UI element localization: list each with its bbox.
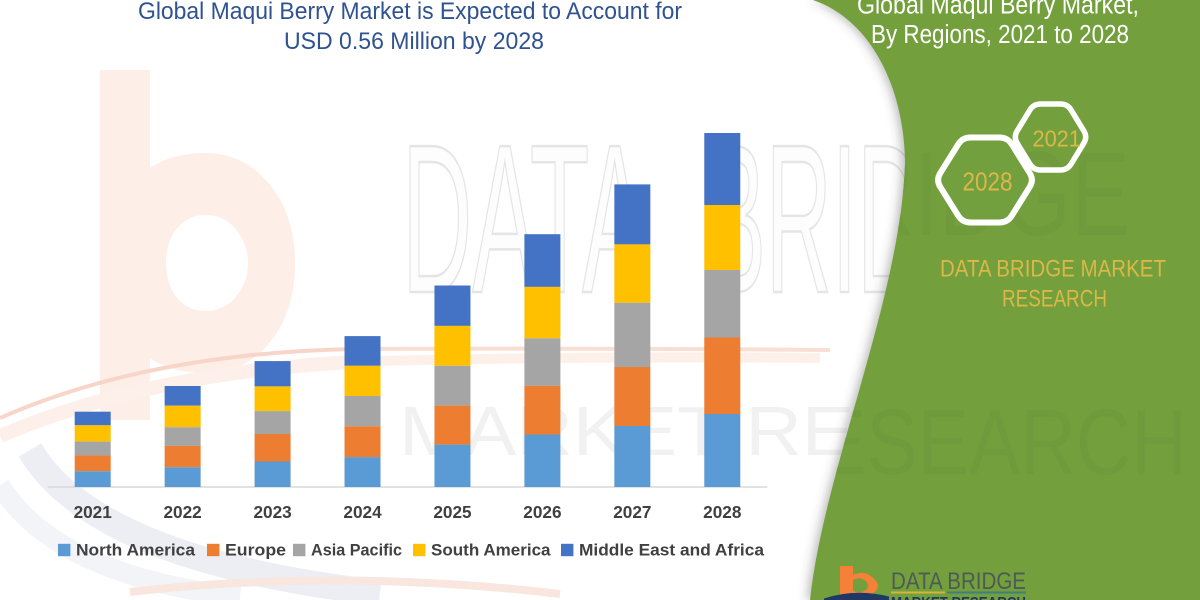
svg-text:MARKET RESEARCH: MARKET RESEARCH <box>419 390 1187 494</box>
svg-text:2027: 2027 <box>613 502 651 522</box>
svg-text:MARKET RESEARCH: MARKET RESEARCH <box>891 595 1026 600</box>
svg-text:North America: North America <box>76 541 196 560</box>
svg-text:Global Maqui Berry Market,: Global Maqui Berry Market, <box>857 0 1139 20</box>
svg-text:2028: 2028 <box>963 169 1013 197</box>
svg-text:Global Maqui Berry Market is E: Global Maqui Berry Market is Expected to… <box>138 0 682 25</box>
svg-text:DATA BRIDGE MARKET: DATA BRIDGE MARKET <box>940 256 1166 283</box>
svg-text:By Regions, 2021 to 2028: By Regions, 2021 to 2028 <box>871 21 1129 49</box>
svg-text:2021: 2021 <box>74 502 113 522</box>
svg-text:DATA: DATA <box>402 100 647 337</box>
svg-text:2025: 2025 <box>433 502 472 522</box>
svg-text:South America: South America <box>431 541 551 560</box>
svg-text:USD 0.56 Million by 2028: USD 0.56 Million by 2028 <box>284 28 544 55</box>
svg-text:2022: 2022 <box>164 502 202 522</box>
svg-text:2021: 2021 <box>1032 126 1081 152</box>
svg-text:Middle East and Africa: Middle East and Africa <box>579 541 765 560</box>
svg-text:2024: 2024 <box>343 502 382 522</box>
svg-text:2026: 2026 <box>523 502 561 522</box>
svg-text:DATA BRIDGE: DATA BRIDGE <box>891 568 1026 595</box>
svg-text:Europe: Europe <box>225 541 286 560</box>
svg-text:RESEARCH: RESEARCH <box>1002 286 1107 313</box>
svg-text:Asia Pacific: Asia Pacific <box>311 541 402 560</box>
svg-text:2023: 2023 <box>253 502 291 522</box>
svg-text:2028: 2028 <box>703 502 742 522</box>
